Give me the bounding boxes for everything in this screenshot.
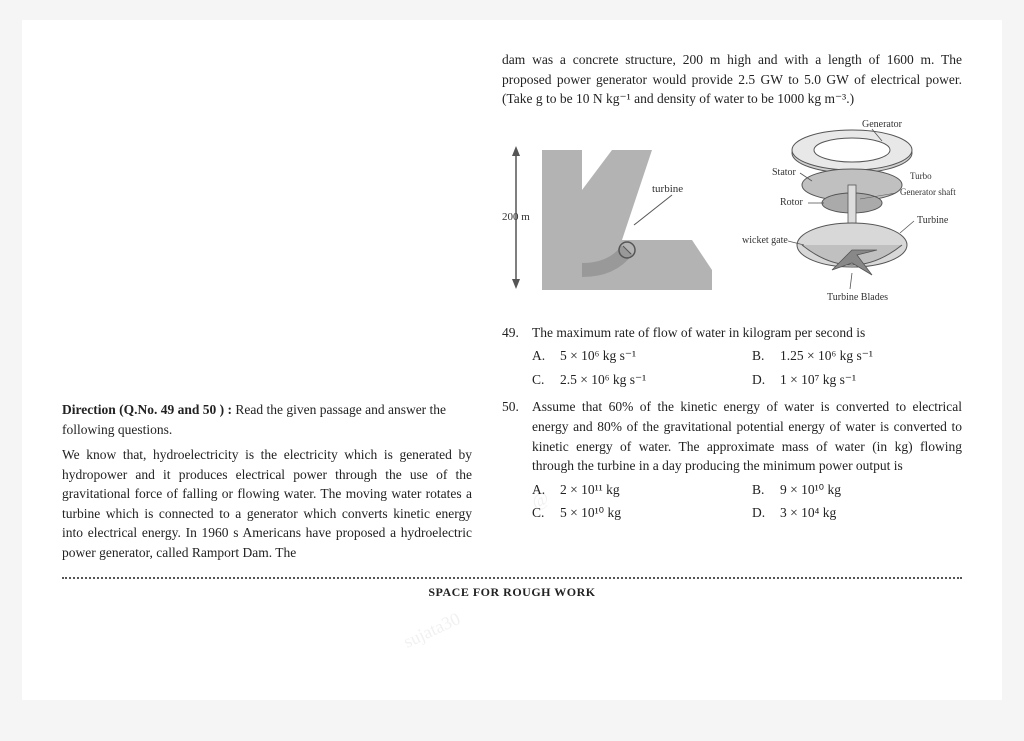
q50-opt-d: D.3 × 10⁴ kg	[752, 503, 962, 523]
watermark: sujata30	[400, 608, 463, 652]
direction-bold: Direction (Q.No. 49 and 50 ) :	[62, 402, 232, 417]
q49-opt-a: A.5 × 10⁶ kg s⁻¹	[532, 346, 742, 366]
generator-diagram: Generator Stator Rotor Generator shaft T…	[732, 115, 962, 315]
question-49: 49. The maximum rate of flow of water in…	[502, 323, 962, 343]
q49-options: A.5 × 10⁶ kg s⁻¹ B.1.25 × 10⁶ kg s⁻¹ C.2…	[532, 346, 962, 389]
q50-number: 50.	[502, 397, 524, 475]
turbine-blades-label: Turbine Blades	[827, 292, 888, 303]
left-column: Direction (Q.No. 49 and 50 ) : Read the …	[62, 50, 472, 563]
rotor-label: Rotor	[780, 197, 803, 208]
turbo-label: Turbo	[910, 171, 932, 181]
passage-text: We know that, hydroelectricity is the el…	[62, 445, 472, 562]
turbine-label: turbine	[652, 183, 683, 195]
turbine-side-label: Turbine	[917, 215, 949, 226]
generator-label: Generator	[862, 119, 903, 130]
q50-text: Assume that 60% of the kinetic energy of…	[532, 397, 962, 475]
rough-work-label: SPACE FOR ROUGH WORK	[62, 585, 962, 600]
q50-opt-a: A.2 × 10¹¹ kg	[532, 480, 742, 500]
q49-number: 49.	[502, 323, 524, 343]
right-column: dam was a concrete structure, 200 m high…	[502, 50, 962, 563]
q49-text: The maximum rate of flow of water in kil…	[532, 323, 962, 343]
q50-options: A.2 × 10¹¹ kg B.9 × 10¹⁰ kg C.5 × 10¹⁰ k…	[532, 480, 962, 523]
dam-diagram: 200 m turbine	[502, 120, 722, 310]
diagram-row: 200 m turbine	[502, 115, 962, 315]
q50-opt-b: B.9 × 10¹⁰ kg	[752, 480, 962, 500]
two-column-layout: Direction (Q.No. 49 and 50 ) : Read the …	[62, 50, 962, 563]
top-paragraph: dam was a concrete structure, 200 m high…	[502, 50, 962, 109]
q49-opt-b: B.1.25 × 10⁶ kg s⁻¹	[752, 346, 962, 366]
wicket-label: wicket gate	[742, 235, 788, 246]
question-50: 50. Assume that 60% of the kinetic energ…	[502, 397, 962, 475]
q49-opt-c: C.2.5 × 10⁶ kg s⁻¹	[532, 370, 742, 390]
height-label: 200 m	[502, 211, 530, 223]
q50-opt-c: C.5 × 10¹⁰ kg	[532, 503, 742, 523]
shaft-label: Generator shaft	[900, 187, 956, 197]
q49-opt-d: D.1 × 10⁷ kg s⁻¹	[752, 370, 962, 390]
direction-heading: Direction (Q.No. 49 and 50 ) : Read the …	[62, 400, 472, 439]
stator-label: Stator	[772, 167, 797, 178]
dashed-separator	[62, 577, 962, 579]
document-page: Direction (Q.No. 49 and 50 ) : Read the …	[22, 20, 1002, 700]
